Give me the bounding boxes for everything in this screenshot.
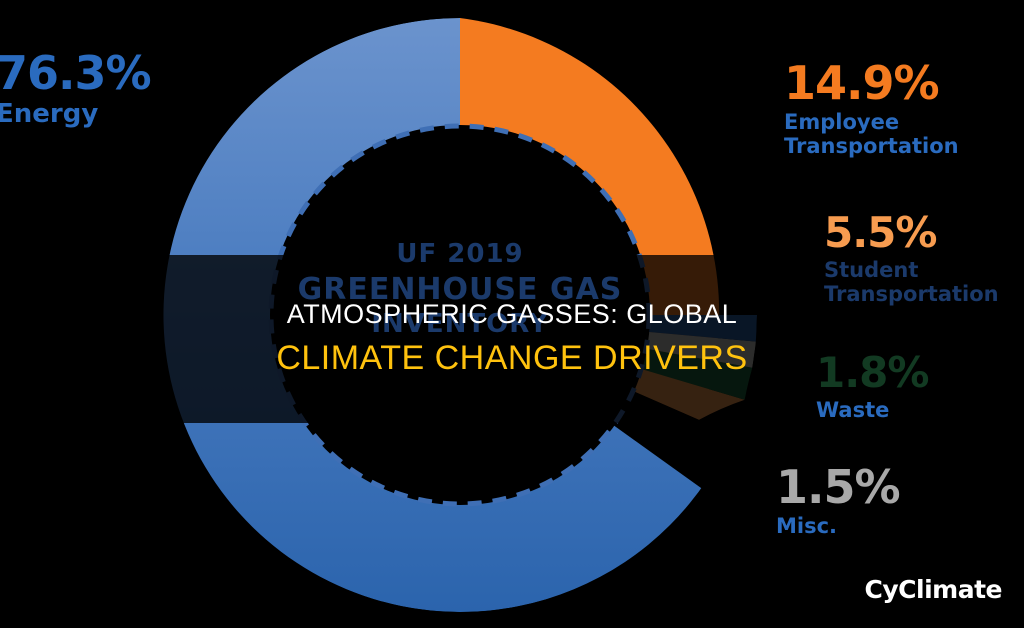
label-student-name-line1: Student (824, 258, 919, 282)
label-student-transportation: 5.5% Student Transportation (824, 208, 999, 307)
caption-line2: CLIMATE CHANGE DRIVERS (276, 339, 748, 378)
label-misc-percent: 1.5% (776, 460, 901, 514)
label-student-percent: 5.5% (824, 208, 937, 257)
label-employee-name-line1: Employee (784, 110, 900, 134)
chart-title-line1: UF 2019 (396, 239, 524, 269)
label-misc: 1.5% Misc. (776, 460, 901, 538)
cyclimate-watermark: CyClimate (864, 575, 1003, 604)
label-energy-percent: 76.3% (0, 46, 152, 100)
label-energy-name: Energy (0, 99, 99, 129)
label-employee-transportation: 14.9% Employee Transportation (784, 60, 959, 158)
label-employee-name-line2: Transportation (784, 134, 959, 159)
caption-line1: ATMOSPHERIC GASSES: GLOBAL (286, 299, 738, 329)
label-misc-name: Misc. (776, 514, 838, 538)
label-employee-percent: 14.9% (784, 56, 940, 110)
label-energy: 76.3% Energy (0, 46, 152, 130)
caption-overlay: ATMOSPHERIC GASSES: GLOBAL CLIMATE CHANG… (0, 296, 1024, 382)
label-waste-name: Waste (816, 398, 890, 422)
